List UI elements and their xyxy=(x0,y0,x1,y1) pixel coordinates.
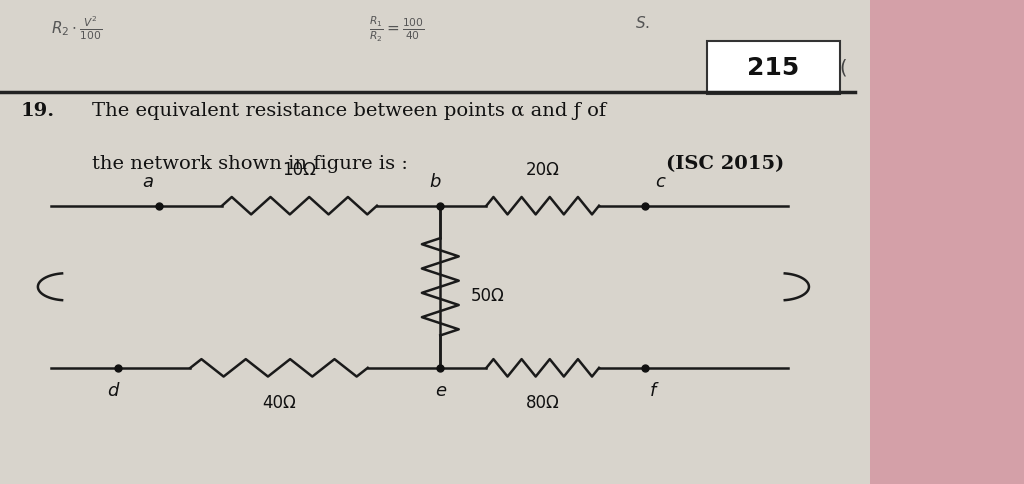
Text: $R_2 \cdot \frac{V^2}{100}$: $R_2 \cdot \frac{V^2}{100}$ xyxy=(51,15,102,42)
Text: (: ( xyxy=(840,58,847,77)
Text: (ISC 2015): (ISC 2015) xyxy=(666,155,783,173)
Text: d: d xyxy=(106,382,119,400)
Text: $S.$: $S.$ xyxy=(635,15,650,30)
FancyBboxPatch shape xyxy=(707,41,840,94)
Text: 19.: 19. xyxy=(20,102,54,120)
Text: a: a xyxy=(142,173,154,191)
Text: 80Ω: 80Ω xyxy=(526,394,559,412)
Text: 10Ω: 10Ω xyxy=(283,161,316,179)
Text: e: e xyxy=(435,382,445,400)
Text: 40Ω: 40Ω xyxy=(262,394,296,412)
Text: b: b xyxy=(429,173,441,191)
Bar xyxy=(870,0,1024,484)
Text: The equivalent resistance between points α and ƒ of: The equivalent resistance between points… xyxy=(92,102,606,120)
Text: c: c xyxy=(655,173,666,191)
Text: 215: 215 xyxy=(746,56,800,80)
Text: 50Ω: 50Ω xyxy=(471,287,505,305)
Text: 20Ω: 20Ω xyxy=(525,161,560,179)
Text: f: f xyxy=(650,382,656,400)
Text: $\frac{R_1}{R_2} = \frac{100}{40}$: $\frac{R_1}{R_2} = \frac{100}{40}$ xyxy=(369,15,424,44)
Text: the network shown in figure is :: the network shown in figure is : xyxy=(92,155,408,173)
